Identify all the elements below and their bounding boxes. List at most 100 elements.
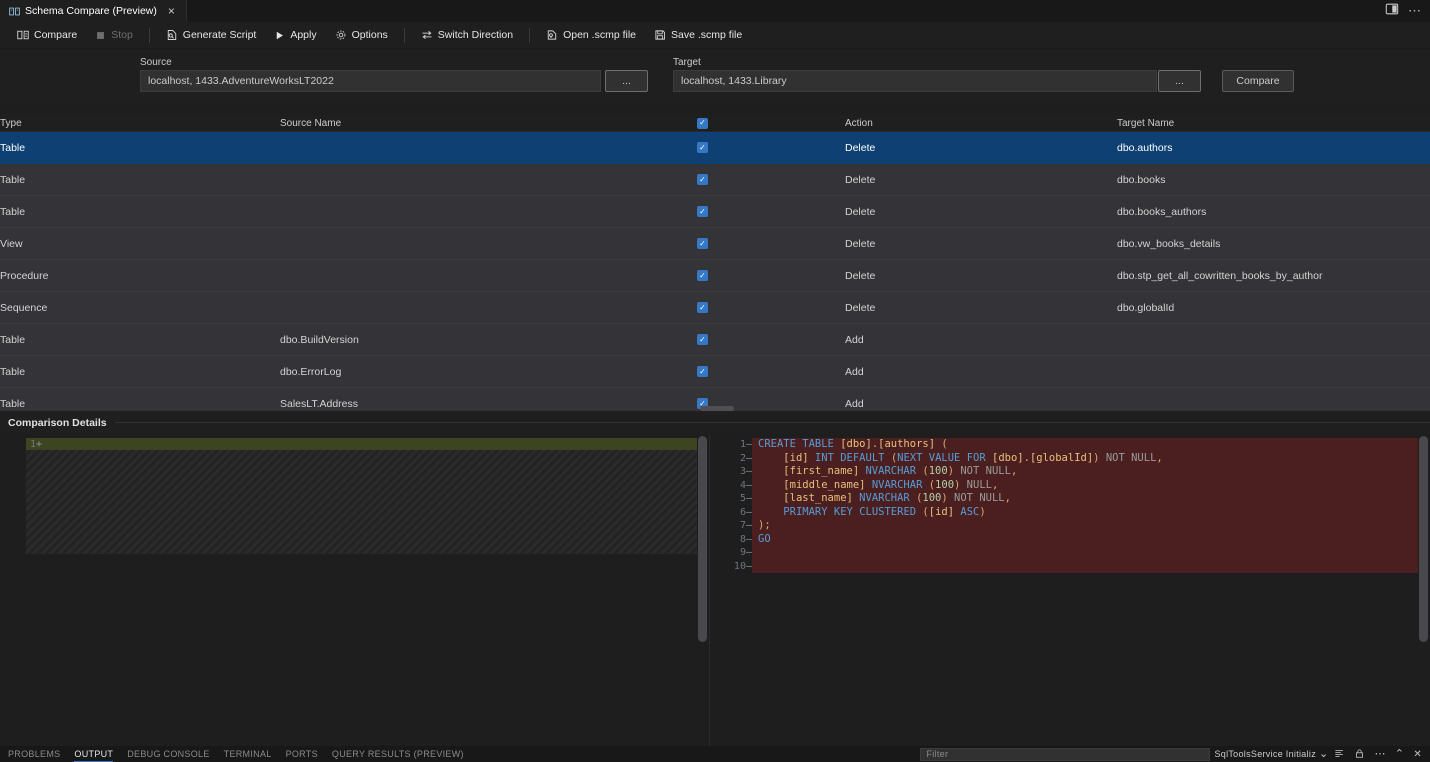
table-row[interactable]: Table dbo.ErrorLog ✓ Add xyxy=(0,356,1430,388)
diff-left-scrollbar[interactable] xyxy=(698,436,707,642)
generate-script-button[interactable]: Generate Script xyxy=(157,25,266,46)
panel-tab-list: PROBLEMS OUTPUT DEBUG CONSOLE TERMINAL PORTS… xyxy=(0,746,464,762)
cell-type: Table xyxy=(0,397,26,410)
table-row[interactable]: Procedure ✓ Delete dbo.stp_get_all_cowritte… xyxy=(0,260,1430,292)
details-divider xyxy=(114,422,1430,423)
clear-output-icon[interactable] xyxy=(1334,748,1345,761)
row-checkbox[interactable]: ✓ xyxy=(697,238,708,249)
code-line: GO xyxy=(758,532,771,545)
diff-left-code[interactable] xyxy=(48,434,697,452)
column-header-type[interactable]: Type xyxy=(0,117,22,129)
diff-delete-block xyxy=(752,438,1418,573)
table-row[interactable]: Table ✓ Delete dbo.authors xyxy=(0,132,1430,164)
column-header-source-name[interactable]: Source Name xyxy=(280,117,342,129)
compare-button[interactable]: Compare xyxy=(8,25,86,46)
table-row[interactable]: Table ✓ Delete dbo.books_authors xyxy=(0,196,1430,228)
schema-compare-icon xyxy=(9,6,20,17)
table-row[interactable]: Table SalesLT.Address ✓ Add xyxy=(0,388,1430,411)
row-checkbox[interactable]: ✓ xyxy=(697,398,708,409)
cell-source-name: dbo.ErrorLog xyxy=(280,365,342,378)
table-row[interactable]: View ✓ Delete dbo.vw_books_details xyxy=(0,228,1430,260)
cell-type: Table xyxy=(0,173,26,186)
apply-button-label: Apply xyxy=(290,29,317,41)
target-browse-button[interactable]: ... xyxy=(1158,70,1201,92)
stop-icon xyxy=(95,30,106,41)
close-icon[interactable]: × xyxy=(167,4,175,18)
cell-source-name: dbo.BuildVersion xyxy=(280,333,359,346)
diff-pane-target[interactable]: 1– 2– 3– 4– 5– 6– 7– 8– 9– 10– CREATE TABLE [dbo]… xyxy=(710,434,1430,746)
cell-target-name: dbo.authors xyxy=(1117,141,1173,154)
panel-tab-terminal[interactable]: TERMINAL xyxy=(223,749,272,759)
row-checkbox[interactable]: ✓ xyxy=(697,366,708,377)
diff-right-code[interactable]: CREATE TABLE [dbo].[authors] ( [id] INT … xyxy=(758,434,1418,573)
cell-action: Add xyxy=(845,333,864,346)
column-header-action[interactable]: Action xyxy=(845,117,873,129)
panel-action-icons: ⋯ ⌃ ✕ xyxy=(1328,748,1430,761)
row-checkbox[interactable]: ✓ xyxy=(697,302,708,313)
line-number: 10– xyxy=(733,560,752,572)
output-filter-input[interactable]: Filter xyxy=(920,747,1211,761)
row-checkbox[interactable]: ✓ xyxy=(697,174,708,185)
open-scmp-button[interactable]: Open .scmp file xyxy=(537,25,645,46)
output-channel-select[interactable]: SqlToolsService Initializ ⌄ xyxy=(1210,747,1328,761)
cell-include-checkbox: ✓ xyxy=(560,398,845,409)
row-checkbox[interactable]: ✓ xyxy=(697,142,708,153)
source-browse-button[interactable]: ... xyxy=(605,70,648,92)
column-header-target-name[interactable]: Target Name xyxy=(1117,117,1175,129)
diff-insert-marker xyxy=(26,438,697,450)
toolbar-separator xyxy=(148,27,150,43)
lock-icon[interactable] xyxy=(1354,748,1365,761)
more-actions-icon[interactable]: ⋯ xyxy=(1408,3,1421,18)
cell-action: Delete xyxy=(845,301,876,314)
source-input[interactable]: localhost, 1433.AdventureWorksLT2022 xyxy=(140,70,601,92)
editor-actions: ⋯ xyxy=(1385,0,1430,22)
close-panel-icon[interactable]: ✕ xyxy=(1413,748,1422,760)
table-row[interactable]: Sequence ✓ Delete dbo.globalId xyxy=(0,292,1430,324)
save-scmp-button[interactable]: Save .scmp file xyxy=(645,25,751,46)
diff-right-line-numbers: 1– 2– 3– 4– 5– 6– 7– 8– 9– 10– xyxy=(710,434,754,746)
panel-tab-output[interactable]: OUTPUT xyxy=(74,746,114,762)
panel-tab-ports[interactable]: PORTS xyxy=(285,749,318,759)
play-icon xyxy=(274,30,285,41)
maximize-panel-icon[interactable]: ⌃ xyxy=(1394,747,1405,760)
cell-action: Delete xyxy=(845,237,876,250)
diff-right-scrollbar[interactable] xyxy=(1419,436,1428,642)
line-number: 9– xyxy=(739,547,752,558)
cell-include-checkbox: ✓ xyxy=(560,366,845,377)
output-channel-label: SqlToolsService Initializ xyxy=(1214,749,1317,759)
split-editor-icon[interactable] xyxy=(1385,2,1399,21)
row-checkbox[interactable]: ✓ xyxy=(697,270,708,281)
cell-include-checkbox: ✓ xyxy=(560,238,845,249)
open-file-icon xyxy=(546,29,558,41)
line-number: 2– xyxy=(739,452,752,464)
select-all-checkbox[interactable]: ✓ xyxy=(697,117,708,129)
panel-tab-problems[interactable]: PROBLEMS xyxy=(8,749,61,759)
comparison-details-header: Comparison Details xyxy=(0,411,1430,434)
options-button[interactable]: Options xyxy=(326,25,397,46)
diff-left-line-numbers: 1+ xyxy=(0,434,44,746)
panel-tab-debug-console[interactable]: DEBUG CONSOLE xyxy=(127,749,210,759)
row-checkbox[interactable]: ✓ xyxy=(697,334,708,345)
row-checkbox[interactable]: ✓ xyxy=(697,206,708,217)
compare-icon xyxy=(17,29,29,41)
table-row[interactable]: Table dbo.BuildVersion ✓ Add xyxy=(0,324,1430,356)
panel-more-icon[interactable]: ⋯ xyxy=(1374,748,1386,760)
line-number: 7– xyxy=(739,520,752,531)
target-input[interactable]: localhost, 1433.Library xyxy=(673,70,1157,92)
apply-button[interactable]: Apply xyxy=(265,25,325,46)
table-row[interactable]: Table ✓ Delete dbo.books xyxy=(0,164,1430,196)
stop-button[interactable]: Stop xyxy=(86,25,142,46)
code-line: [middle_name] NVARCHAR (100) NULL, xyxy=(783,478,999,491)
code-line: ); xyxy=(758,519,771,531)
select-all-checkbox-cell: ✓ xyxy=(560,117,845,129)
switch-direction-button[interactable]: Switch Direction xyxy=(412,25,522,46)
compare-action-button[interactable]: Compare xyxy=(1222,70,1294,92)
compare-button-label: Compare xyxy=(34,29,78,41)
toolbar-separator-3 xyxy=(529,27,531,43)
tab-schema-compare[interactable]: Schema Compare (Preview) × xyxy=(0,0,187,22)
grid-horizontal-scrollbar[interactable] xyxy=(700,406,734,411)
cell-action: Add xyxy=(845,365,864,378)
diff-pane-source[interactable]: 1+ xyxy=(0,434,710,746)
cell-action: Delete xyxy=(845,205,876,218)
panel-tab-query-results-preview[interactable]: QUERY RESULTS (PREVIEW) xyxy=(331,749,464,759)
